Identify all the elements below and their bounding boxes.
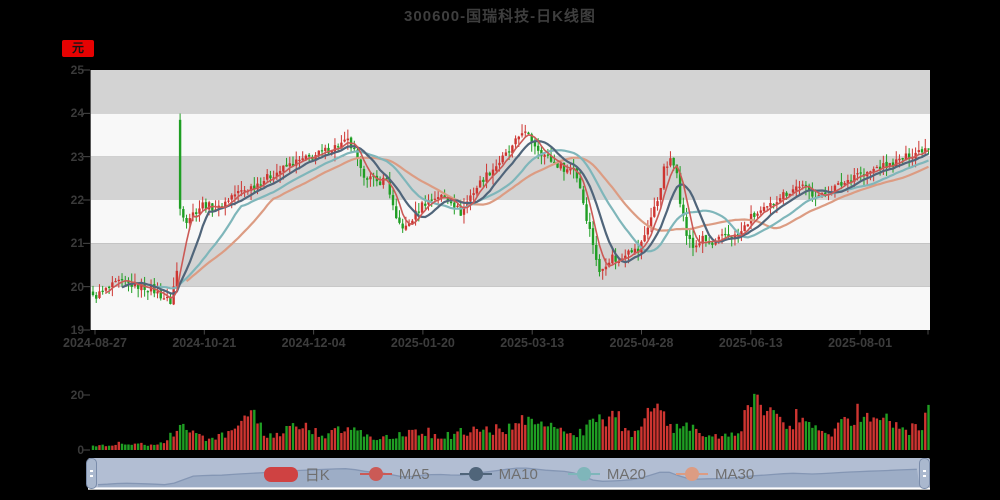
date-axis-label: 2024-10-21	[172, 336, 237, 350]
navigator-right-handle[interactable]	[919, 458, 930, 489]
ma10-line	[121, 140, 929, 295]
navigator-line	[97, 467, 917, 486]
price-axis-label: 22	[70, 193, 84, 207]
navigator-left-handle[interactable]	[86, 458, 97, 489]
navigator-area	[98, 468, 920, 487]
ma10-legend-label: MA10	[498, 465, 538, 483]
kline-legend-marker	[263, 466, 298, 482]
ma30-legend-marker	[676, 466, 709, 482]
date-axis-label: 2024-08-27	[63, 336, 127, 350]
ma5-legend-label: MA5	[398, 465, 430, 483]
legend-item-kline[interactable]: 日K	[263, 464, 330, 485]
price-axis-label: 24	[70, 106, 84, 121]
price-axis-label: 23	[70, 149, 84, 164]
ma20-line	[154, 149, 929, 290]
volume-bars	[91, 393, 930, 450]
price-axis-label: 20	[70, 279, 84, 294]
price-axis-label: 21	[70, 236, 84, 251]
kline-legend-label: 日K	[304, 466, 330, 484]
chart-legend: 日K MA5 MA10 MA20 MA30	[88, 459, 930, 489]
ma30-legend-label: MA30	[715, 465, 755, 483]
price-axis-label: 19	[70, 323, 84, 337]
date-axis-label: 2025-08-01	[828, 336, 893, 350]
legend-item-ma30[interactable]: MA30	[676, 466, 754, 483]
ma20-legend-marker	[567, 466, 600, 482]
price-axis-label: 25	[70, 63, 84, 77]
price-unit-badge: 元	[62, 40, 94, 57]
volume-axis-label: 0	[77, 443, 84, 457]
navigator	[88, 458, 930, 490]
axis-ticks	[83, 69, 929, 451]
ma10-legend-marker	[459, 466, 492, 482]
date-axis-label: 2025-03-13	[500, 336, 565, 350]
ma20-legend-label: MA20	[606, 465, 647, 483]
ma30-line	[185, 156, 929, 283]
chart-title: 300600-国瑞科技-日K线图	[404, 8, 596, 25]
date-axis-label: 2025-04-28	[609, 336, 674, 350]
legend-item-ma5[interactable]: MA5	[359, 465, 430, 483]
legend-item-ma10[interactable]: MA10	[459, 465, 538, 483]
date-axis-label: 2024-12-04	[281, 336, 346, 350]
date-axis-label: 2025-01-20	[390, 336, 455, 350]
plot-bands	[90, 70, 930, 330]
date-axis-label: 2025-06-13	[718, 336, 783, 350]
ma5-legend-marker	[359, 466, 392, 482]
ma5-line	[105, 134, 929, 299]
legend-item-ma20[interactable]: MA20	[567, 465, 647, 483]
volume-axis-label: 20	[70, 388, 84, 402]
